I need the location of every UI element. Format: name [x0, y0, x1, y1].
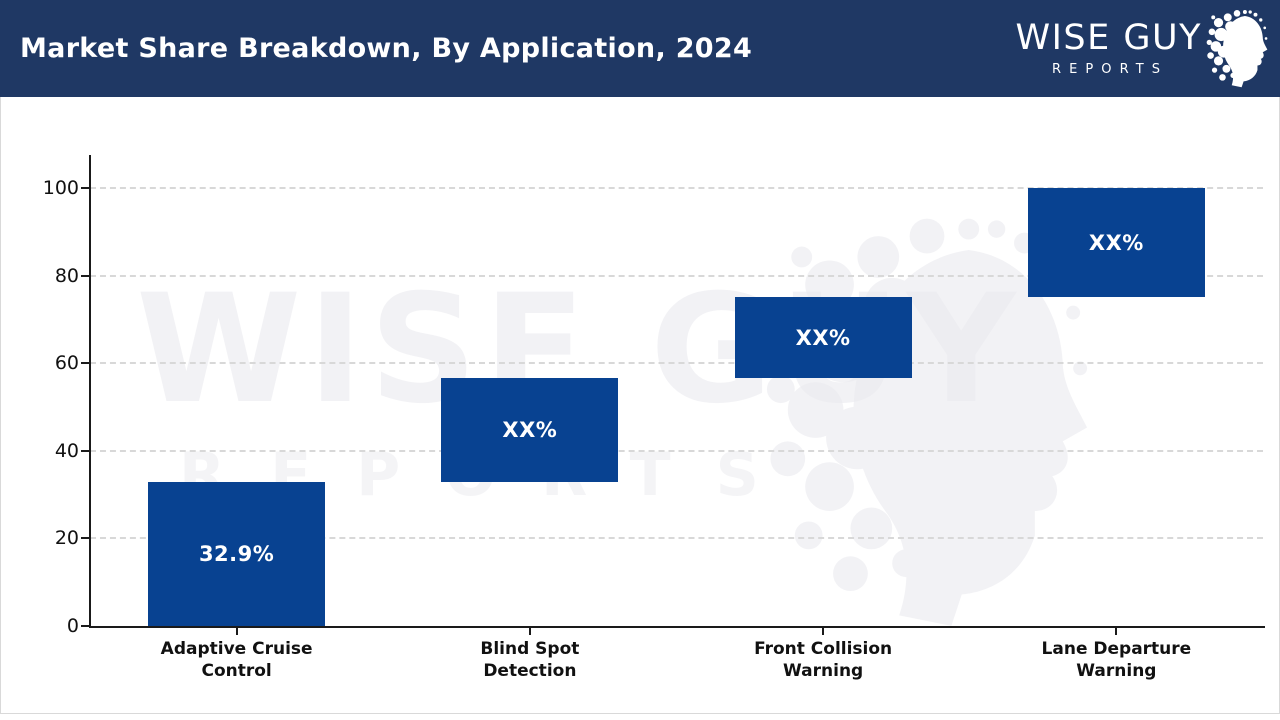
x-tick-label-line: Control — [201, 661, 272, 682]
x-tick-label-line: Adaptive Cruise — [160, 639, 313, 659]
grid-line — [90, 362, 1263, 365]
grid-line — [90, 274, 1263, 277]
bar: XX% — [441, 378, 619, 482]
bar-value-label: XX% — [502, 417, 558, 442]
x-tick-label-line: Front Collision — [754, 639, 893, 659]
bar: 32.9% — [148, 481, 326, 626]
y-tick-label: 100 — [42, 177, 79, 199]
grid-line — [90, 187, 1263, 189]
brand-subtitle: REPORTS — [1052, 62, 1169, 77]
y-tick-mark — [81, 274, 89, 277]
x-tick-mark — [235, 628, 238, 635]
x-tick-label-line: Warning — [1076, 661, 1157, 682]
chart-area: WISE GUY REPORTS 02040608010032.9%Adapti… — [0, 97, 1280, 714]
y-tick-label: 20 — [54, 527, 79, 550]
grid-line — [90, 537, 1263, 540]
y-axis-line — [89, 155, 91, 628]
x-axis-line — [89, 626, 1265, 628]
page-title: Market Share Breakdown, By Application, … — [20, 33, 753, 64]
y-tick-mark — [81, 449, 89, 452]
brand-logo: WISE GUY REPORTS — [1015, 9, 1270, 89]
x-tick-label: Blind Spot Detection — [380, 638, 680, 683]
bar-value-label: 32.9% — [198, 541, 275, 566]
brand-name: WISE GUY — [1015, 18, 1202, 58]
bar-value-label: XX% — [1088, 230, 1144, 255]
y-tick-label: 60 — [54, 352, 79, 375]
y-tick-mark — [81, 537, 89, 540]
x-tick-label-line: Warning — [783, 661, 864, 682]
y-tick-label: 0 — [66, 615, 79, 637]
y-tick-mark — [81, 187, 89, 189]
y-tick-mark — [81, 362, 89, 365]
bar-value-label: XX% — [795, 325, 851, 350]
bar: XX% — [1027, 188, 1205, 298]
x-tick-mark — [822, 628, 825, 635]
y-tick-label: 40 — [54, 439, 79, 462]
x-tick-mark — [528, 628, 531, 635]
y-tick-label: 80 — [54, 264, 79, 287]
header: Market Share Breakdown, By Application, … — [0, 0, 1280, 97]
x-tick-label: Adaptive Cruise Control — [87, 638, 387, 683]
grid-line — [90, 449, 1263, 452]
x-tick-label-line: Blind Spot — [480, 639, 580, 659]
brand-logo-text: WISE GUY REPORTS — [1015, 18, 1202, 77]
x-tick-label-line: Lane Departure — [1041, 639, 1192, 659]
y-tick-mark — [81, 625, 89, 627]
x-tick-label: Front Collision Warning — [673, 638, 973, 683]
x-tick-label: Lane Departure Warning — [966, 638, 1266, 683]
x-tick-label-line: Detection — [483, 661, 577, 682]
bar: XX% — [734, 297, 912, 379]
dotted-head-icon — [1204, 9, 1270, 89]
x-tick-mark — [1115, 628, 1118, 635]
